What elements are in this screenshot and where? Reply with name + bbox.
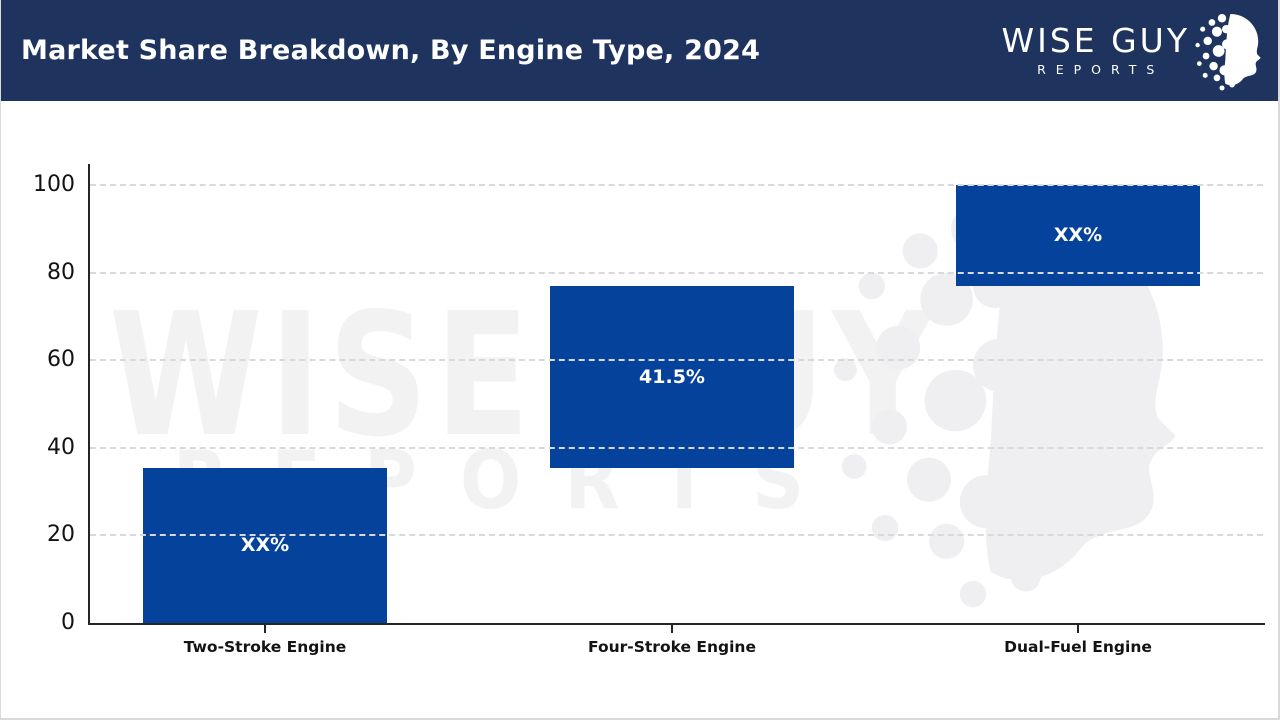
watermark-wordmark: WISE GUY (109, 277, 940, 475)
x-axis (88, 623, 1265, 625)
bar-two-stroke-engine: XX% (143, 467, 387, 623)
header-bar: Market Share Breakdown, By Engine Type, … (1, 0, 1278, 101)
x-tick-mark (1077, 625, 1079, 633)
dotted-head-icon (1180, 9, 1264, 93)
y-axis (88, 164, 90, 625)
page-title: Market Share Breakdown, By Engine Type, … (21, 35, 761, 66)
bar-value-label: XX% (240, 534, 290, 557)
y-tick-label: 20 (47, 522, 75, 548)
logo-text: WISE GUY REPORTS (1001, 23, 1190, 79)
y-tick-label: 100 (33, 172, 75, 197)
chart-area: XX% Two-Stroke Engine 41.5% Four-Stroke Eng… (1, 101, 1278, 718)
wise-guy-reports-logo: WISE GUY REPORTS (1001, 8, 1264, 94)
gridline-40 (90, 446, 1263, 449)
bar-value-label: XX% (1053, 224, 1103, 247)
bar-value-label: 41.5% (639, 365, 705, 388)
category-label: Two-Stroke Engine (183, 638, 347, 656)
logo-wordmark: WISE GUY (1001, 21, 1190, 60)
gridline-20 (90, 534, 1263, 537)
x-tick-mark (264, 625, 266, 633)
category-label: Dual-Fuel Engine (1004, 638, 1152, 656)
y-tick-label: 40 (47, 434, 75, 460)
category-label: Four-Stroke Engine (588, 638, 756, 656)
bar-four-stroke-engine: 41.5% (550, 285, 794, 468)
gridline-60 (90, 359, 1263, 362)
bar-dual-fuel-engine: XX% (956, 185, 1200, 286)
y-tick-label: 0 (61, 610, 75, 635)
x-tick-mark (671, 625, 673, 633)
gridline-80 (90, 271, 1263, 274)
y-tick-label: 60 (47, 347, 75, 373)
y-tick-label: 80 (47, 259, 75, 285)
gridline-100 (90, 184, 1263, 186)
logo-subtitle: REPORTS (1037, 62, 1165, 77)
